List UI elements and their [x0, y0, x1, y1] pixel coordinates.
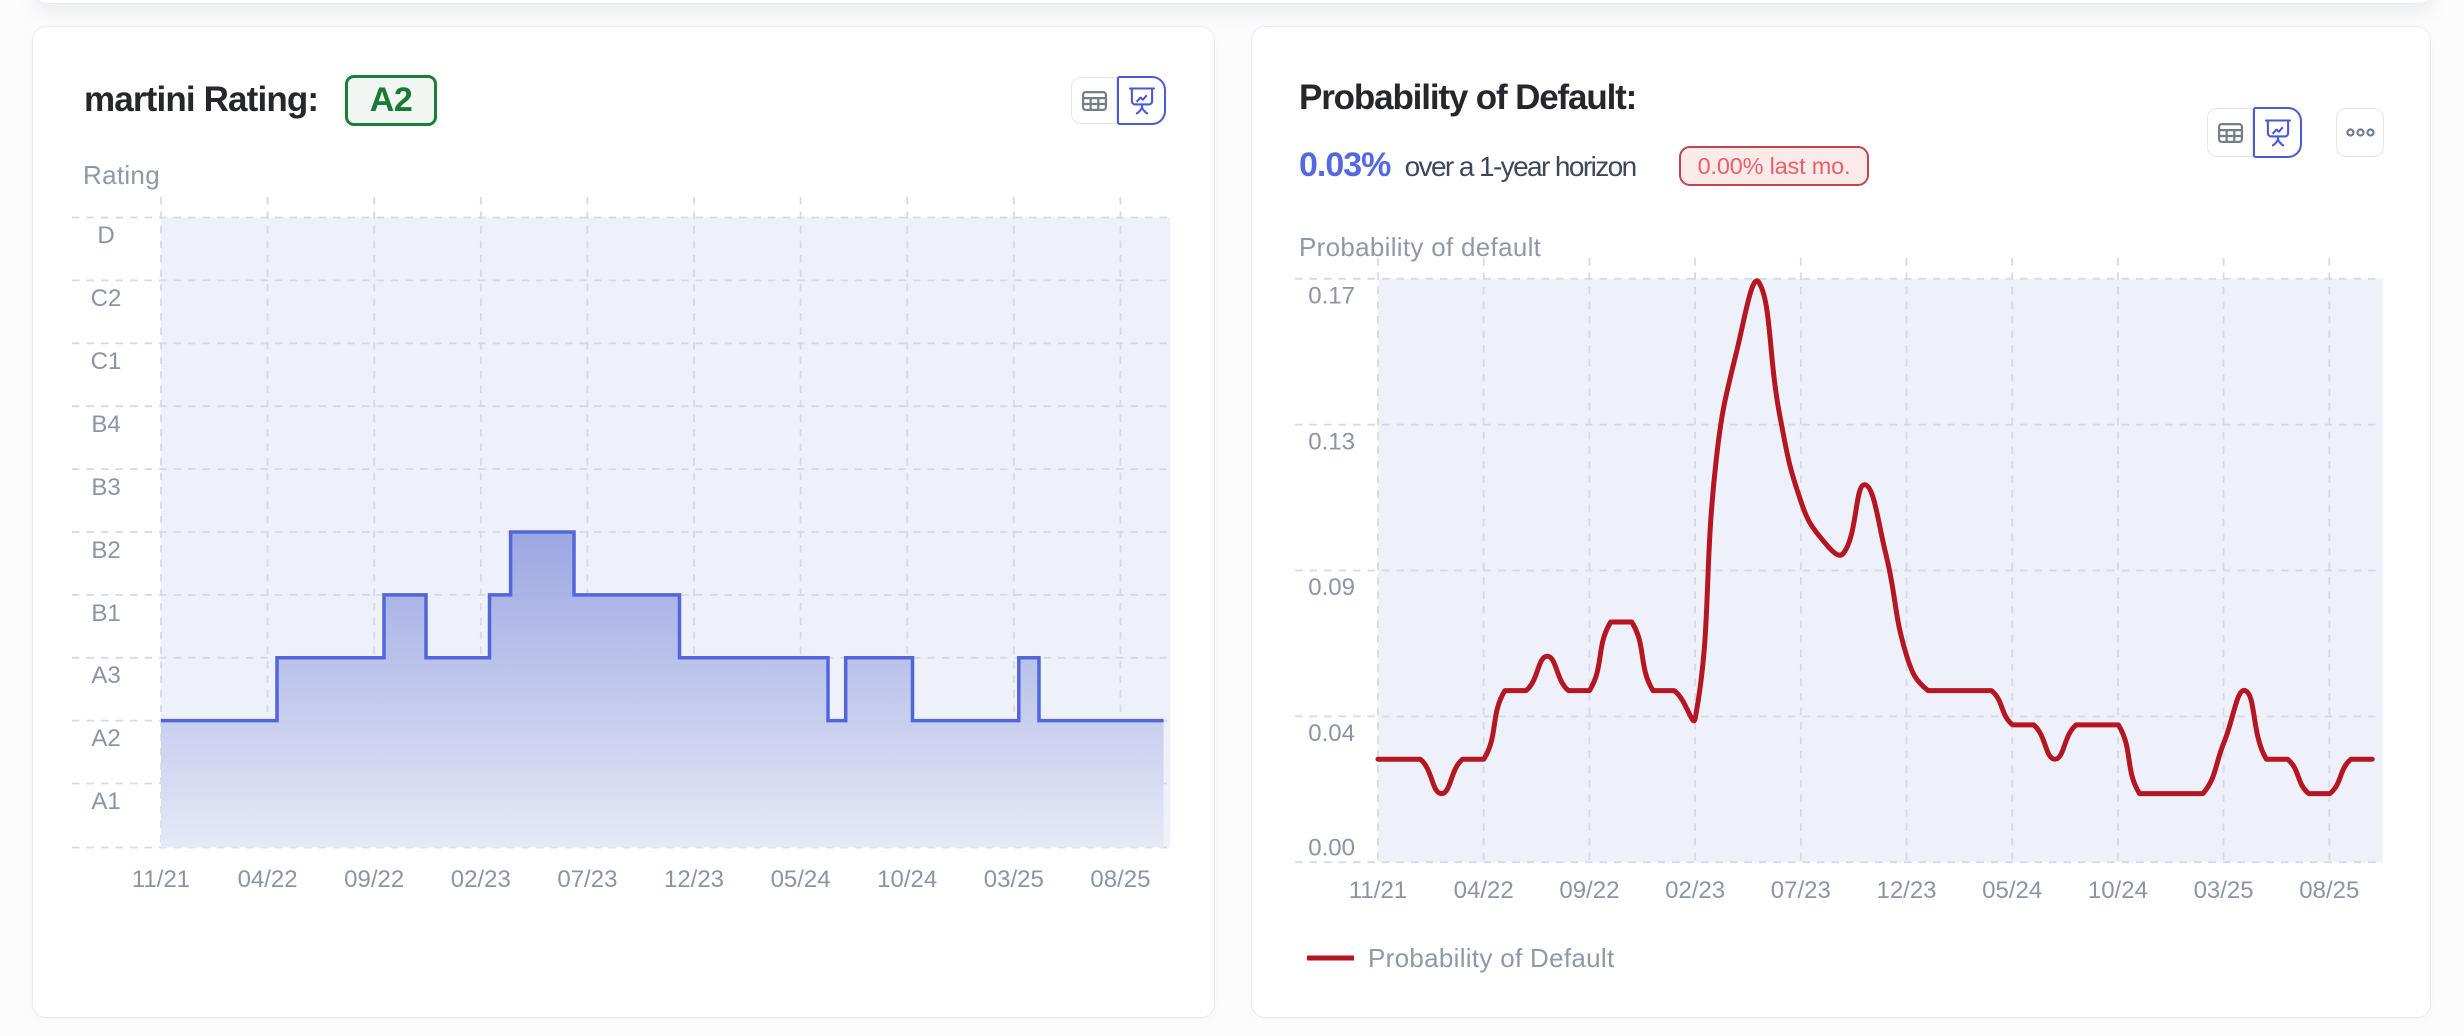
svg-text:04/22: 04/22 — [238, 866, 298, 893]
svg-text:0.00: 0.00 — [1308, 835, 1355, 862]
svg-text:03/25: 03/25 — [2194, 877, 2254, 904]
svg-text:D: D — [97, 222, 114, 249]
svg-text:10/24: 10/24 — [877, 866, 937, 893]
svg-text:07/23: 07/23 — [1771, 877, 1831, 904]
svg-text:A3: A3 — [91, 662, 120, 689]
svg-text:Probability of Default: Probability of Default — [1368, 943, 1615, 973]
svg-text:0.09: 0.09 — [1308, 574, 1355, 601]
svg-text:08/25: 08/25 — [2299, 877, 2359, 904]
svg-text:A2: A2 — [91, 725, 120, 752]
svg-text:07/23: 07/23 — [557, 866, 617, 893]
svg-text:05/24: 05/24 — [1982, 877, 2042, 904]
svg-text:B3: B3 — [91, 474, 120, 501]
svg-text:B1: B1 — [91, 600, 120, 627]
svg-text:12/23: 12/23 — [1876, 877, 1936, 904]
svg-text:0.04: 0.04 — [1308, 720, 1355, 747]
svg-text:C2: C2 — [91, 285, 122, 312]
svg-text:03/25: 03/25 — [984, 866, 1044, 893]
svg-text:02/23: 02/23 — [1665, 877, 1725, 904]
svg-text:02/23: 02/23 — [451, 866, 511, 893]
svg-text:12/23: 12/23 — [664, 866, 724, 893]
svg-text:B2: B2 — [91, 537, 120, 564]
svg-text:B4: B4 — [91, 411, 120, 438]
svg-text:09/22: 09/22 — [1559, 877, 1619, 904]
svg-text:05/24: 05/24 — [771, 866, 831, 893]
svg-text:C1: C1 — [91, 348, 122, 375]
svg-text:11/21: 11/21 — [1349, 877, 1407, 904]
svg-text:A1: A1 — [91, 788, 120, 815]
svg-text:11/21: 11/21 — [132, 866, 190, 893]
svg-text:0.13: 0.13 — [1308, 428, 1355, 455]
svg-text:09/22: 09/22 — [344, 866, 404, 893]
svg-text:10/24: 10/24 — [2088, 877, 2148, 904]
svg-text:04/22: 04/22 — [1454, 877, 1514, 904]
svg-text:08/25: 08/25 — [1090, 866, 1150, 893]
svg-text:0.17: 0.17 — [1308, 283, 1355, 310]
